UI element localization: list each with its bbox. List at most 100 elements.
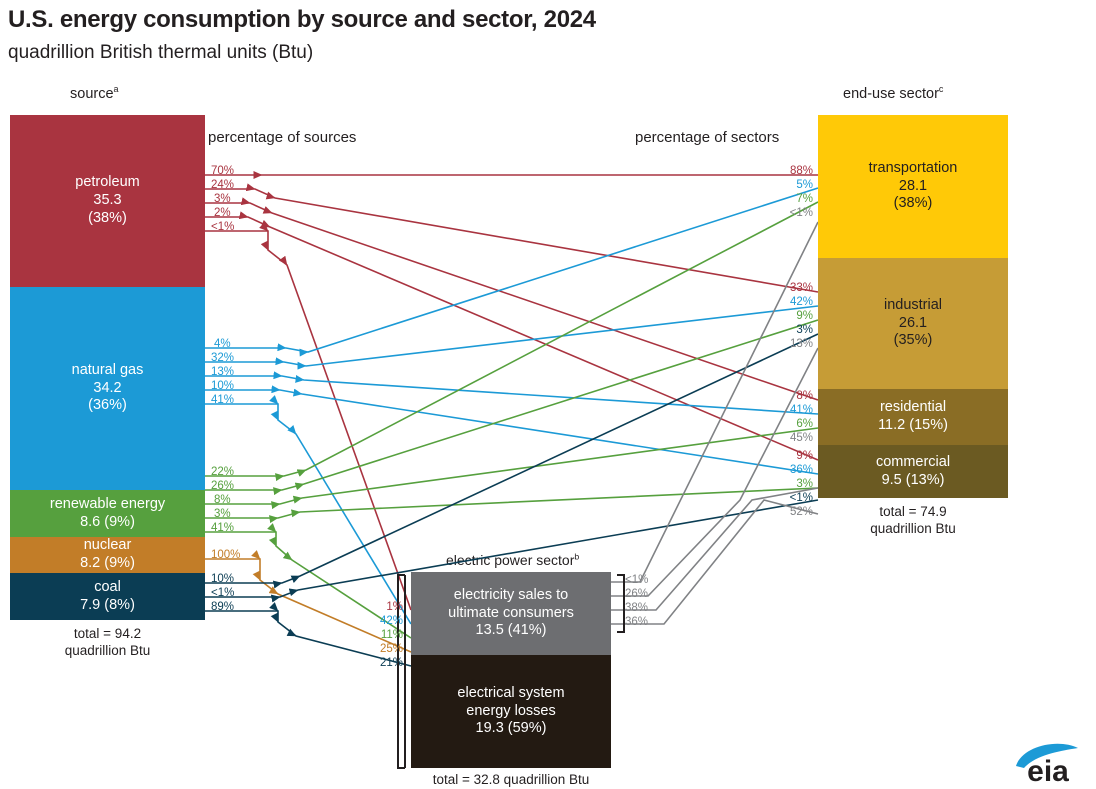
pct-natural-gas-4: 10% <box>211 380 235 392</box>
pct-residential-2: 41% <box>789 404 813 416</box>
sector-name-transportation: transportation <box>868 159 958 176</box>
eia-logo: eia <box>1006 736 1090 788</box>
sector-footnote-marker: c <box>938 84 944 95</box>
source-name-renewable-energy: renewable energy <box>49 495 166 512</box>
sector-block-industrial[interactable]: industrial 26.1 (35%) <box>818 258 1008 389</box>
sector-value-transportation: 28.1 <box>898 177 928 194</box>
percentage-of-sources-label: percentage of sources <box>208 129 357 146</box>
pct-nuclear-1: 100% <box>211 549 241 561</box>
page-title: U.S. energy consumption by source and se… <box>8 6 596 33</box>
sector-total-line2: quadrillion Btu <box>870 520 956 536</box>
source-value-nuclear: 8.2 (9%) <box>80 555 135 571</box>
sector-name-commercial: commercial <box>875 453 951 470</box>
source-total-line2: quadrillion Btu <box>64 642 151 658</box>
source-value-petroleum: 35.3 <box>93 192 122 209</box>
electric-power-sector-header: electric power sectorb <box>446 552 579 568</box>
eps-sales-line2: ultimate consumers <box>448 604 574 621</box>
source-name-petroleum: petroleum <box>75 174 140 191</box>
pct-eps-output-1: <1% <box>625 574 649 586</box>
pct-renewable-4: 3% <box>214 508 231 520</box>
pct-transportation-2: 5% <box>796 179 813 191</box>
pct-commercial-2: 36% <box>789 464 813 476</box>
pct-renewable-3: 8% <box>214 494 231 506</box>
pct-residential-3: 6% <box>796 418 813 430</box>
pct-natural-gas-2: 32% <box>211 352 235 364</box>
pct-residential-1: 8% <box>796 390 813 402</box>
eps-sales-value: 13.5 (41%) <box>475 622 547 639</box>
pct-industrial-2: 42% <box>789 296 813 308</box>
source-value-renewable-energy: 8.6 (9%) <box>80 513 135 530</box>
pct-eps-input-nuclear: 25% <box>379 643 403 655</box>
source-block-natural-gas[interactable]: natural gas 34.2 (36%) <box>10 287 205 490</box>
pct-eps-output-3: 38% <box>625 602 649 614</box>
pct-petroleum-1: 70% <box>211 165 235 177</box>
sector-name-industrial: industrial <box>883 296 943 313</box>
sector-column-header: end-use sectorc <box>843 84 944 102</box>
source-block-renewable-energy[interactable]: renewable energy 8.6 (9%) <box>10 490 205 537</box>
source-block-petroleum[interactable]: petroleum 35.3 (38%) <box>10 115 205 287</box>
pct-industrial-1: 33% <box>789 282 813 294</box>
sector-block-transportation[interactable]: transportation 28.1 (38%) <box>818 115 1008 258</box>
pct-transportation-4: <1% <box>789 207 813 219</box>
eps-losses-value: 19.3 (59%) <box>475 720 547 737</box>
source-block-coal[interactable]: coal 7.9 (8%) <box>10 573 205 620</box>
eia-logo-text: eia <box>1027 755 1069 784</box>
pct-petroleum-3: 3% <box>214 193 231 205</box>
eps-total: total = 32.8 quadrillion Btu <box>371 772 651 789</box>
pct-transportation-1: 88% <box>789 165 813 177</box>
pct-renewable-5: 41% <box>211 522 235 534</box>
eps-block-energy-losses[interactable]: electrical system energy losses 19.3 (59… <box>411 655 611 768</box>
sector-block-commercial[interactable]: commercial 9.5 (13%) <box>818 445 1008 498</box>
pct-residential-4: 45% <box>789 432 813 444</box>
pct-commercial-3: 3% <box>796 478 813 490</box>
pct-commercial-4: <1% <box>789 492 813 504</box>
eps-sales-line1: electricity sales to <box>453 586 569 603</box>
pct-coal-3: 89% <box>211 601 235 613</box>
pct-petroleum-4: 2% <box>214 207 231 219</box>
sector-name-residential: residential <box>879 399 947 416</box>
pct-coal-2: <1% <box>211 587 235 599</box>
eps-total-line1: total = 32.8 quadrillion Btu <box>432 772 590 787</box>
pct-eps-output-2: 26% <box>625 588 649 600</box>
electric-power-sector-header-text: electric power sector <box>446 552 575 568</box>
sector-block-residential[interactable]: residential 11.2 (15%) <box>818 389 1008 445</box>
source-share-natural-gas: (36%) <box>88 397 127 414</box>
sector-value-commercial: 9.5 (13%) <box>881 471 945 488</box>
sector-value-residential: 11.2 (15%) <box>878 417 948 433</box>
source-share-petroleum: (38%) <box>88 209 127 226</box>
pct-eps-output-4: 36% <box>625 616 649 628</box>
pct-transportation-3: 7% <box>796 193 813 205</box>
source-column-header: sourcea <box>70 84 119 102</box>
pct-commercial-5: 52% <box>789 506 813 518</box>
pct-eps-input-renewable: 11% <box>380 629 403 641</box>
sector-total-line1: total = 74.9 <box>879 504 947 519</box>
source-total: total = 94.2 quadrillion Btu <box>10 626 205 660</box>
source-name-natural-gas: natural gas <box>71 361 144 378</box>
pct-coal-1: 10% <box>211 573 235 585</box>
source-value-coal: 7.9 (8%) <box>80 596 135 613</box>
percentage-of-sectors-label: percentage of sectors <box>635 129 780 146</box>
pct-eps-input-petroleum: 1% <box>386 601 403 613</box>
pct-petroleum-2: 24% <box>211 179 235 191</box>
sector-share-industrial: (35%) <box>893 332 933 349</box>
eps-footnote-marker: b <box>574 551 580 562</box>
eia-swoosh-icon <box>1016 743 1078 768</box>
pct-industrial-3: 9% <box>796 310 813 322</box>
source-name-coal: coal <box>94 578 121 595</box>
source-column-header-text: source <box>70 86 114 102</box>
sector-column-header-text: end-use sector <box>843 86 939 102</box>
pct-renewable-1: 22% <box>211 466 235 478</box>
eps-losses-line2: energy losses <box>466 702 556 719</box>
pct-renewable-2: 26% <box>211 480 235 492</box>
pct-natural-gas-5: 41% <box>211 394 235 406</box>
source-total-line1: total = 94.2 <box>73 626 142 641</box>
source-footnote-marker: a <box>113 84 119 95</box>
source-block-nuclear[interactable]: nuclear 8.2 (9%) <box>10 537 205 573</box>
sector-value-industrial: 26.1 <box>898 314 928 331</box>
pct-industrial-5: 13% <box>789 338 813 350</box>
pct-commercial-1: 9% <box>796 450 813 462</box>
sector-share-transportation: (38%) <box>893 195 933 212</box>
pct-natural-gas-1: 4% <box>214 338 231 350</box>
eps-block-electricity-sales[interactable]: electricity sales to ultimate consumers … <box>411 572 611 655</box>
